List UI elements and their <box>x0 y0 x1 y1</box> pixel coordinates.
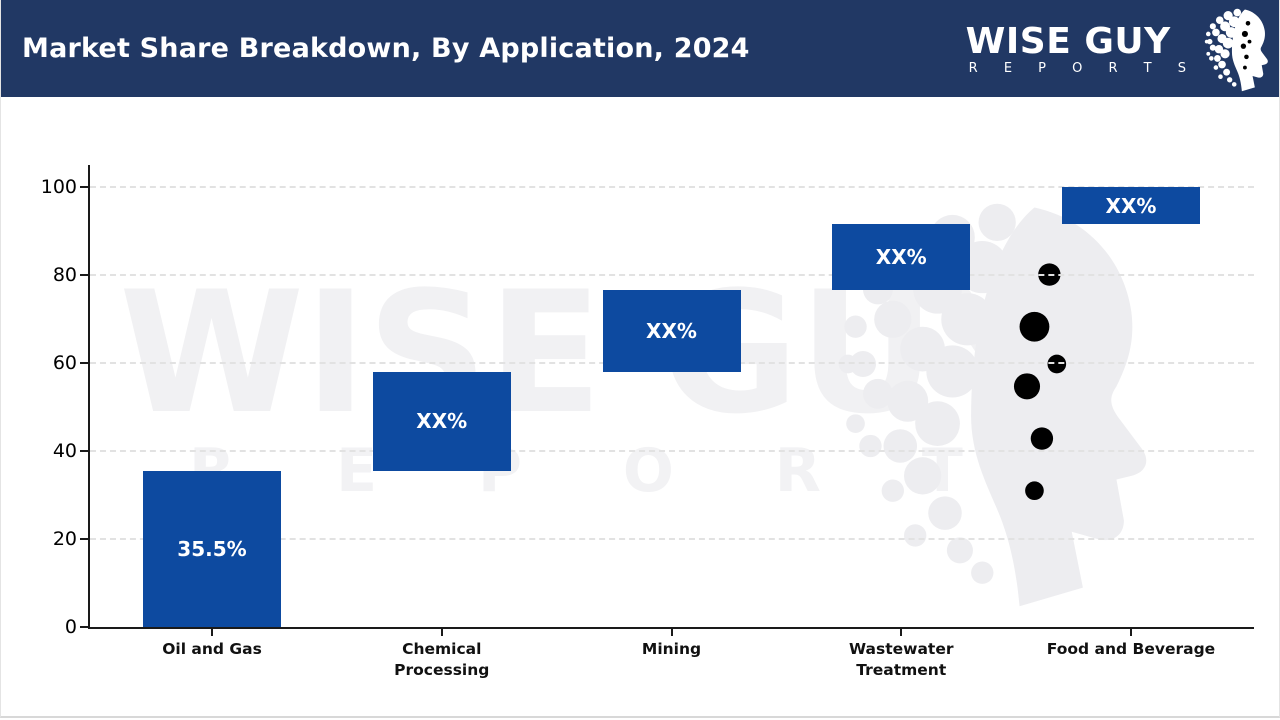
bar-segment: 35.5% <box>143 470 281 627</box>
bar-segment: XX% <box>1062 187 1200 225</box>
brand-head-icon <box>1204 8 1268 92</box>
x-axis-tick <box>900 629 903 636</box>
y-axis-tick-label: 100 <box>40 176 77 198</box>
gridline <box>90 450 1254 452</box>
gridline <box>90 186 1254 188</box>
y-axis-tick-label: 0 <box>64 616 77 638</box>
x-axis-tick <box>670 629 673 636</box>
y-axis-tick <box>80 450 89 452</box>
y-axis-tick <box>80 538 89 540</box>
y-axis-tick <box>80 186 89 188</box>
x-axis-category-label: Mining <box>641 640 702 658</box>
bar-value-label: XX% <box>646 319 697 344</box>
brand-name: WISE GUY <box>965 21 1171 62</box>
bar-segment: XX% <box>832 224 971 291</box>
watermark-subtext: R E P O R T S <box>189 436 1147 506</box>
gridline <box>90 538 1254 540</box>
y-axis-tick <box>80 626 89 628</box>
bar-value-label: XX% <box>875 245 927 270</box>
chart-title: Market Share Breakdown, By Application, … <box>22 33 750 64</box>
x-axis-category-label: Food and Beverage <box>1046 640 1216 658</box>
x-axis-category-label: Chemical Processing <box>394 640 490 679</box>
bar-value-label: XX% <box>1105 193 1157 218</box>
brand-logo: WISE GUY R E P O R T S <box>966 6 1271 94</box>
bar-value-label: 35.5% <box>177 536 247 561</box>
gridline <box>90 274 1254 276</box>
bar-value-label: XX% <box>416 409 468 434</box>
y-axis-tick-label: 20 <box>52 528 77 550</box>
x-axis-tick <box>440 629 443 636</box>
brand-subname: R E P O R T S <box>968 61 1197 76</box>
y-axis-tick-label: 40 <box>52 440 77 462</box>
x-axis-category-label: Oil and Gas <box>162 640 262 658</box>
brand-logo-text: WISE GUY R E P O R T S <box>966 23 1197 77</box>
bar-segment: XX% <box>372 371 511 471</box>
y-axis-spine <box>88 165 90 629</box>
header-bar: Market Share Breakdown, By Application, … <box>1 0 1279 97</box>
y-axis-tick-label: 80 <box>52 264 77 286</box>
x-axis-tick <box>1130 629 1132 636</box>
x-axis-tick <box>211 629 213 636</box>
y-axis-tick <box>80 274 89 276</box>
bar-segment: XX% <box>602 290 741 372</box>
y-axis-tick <box>80 362 89 364</box>
x-axis-category-label: Wastewater Treatment <box>849 640 954 679</box>
x-axis-spine <box>88 627 1254 629</box>
y-axis-tick-label: 60 <box>52 352 77 374</box>
